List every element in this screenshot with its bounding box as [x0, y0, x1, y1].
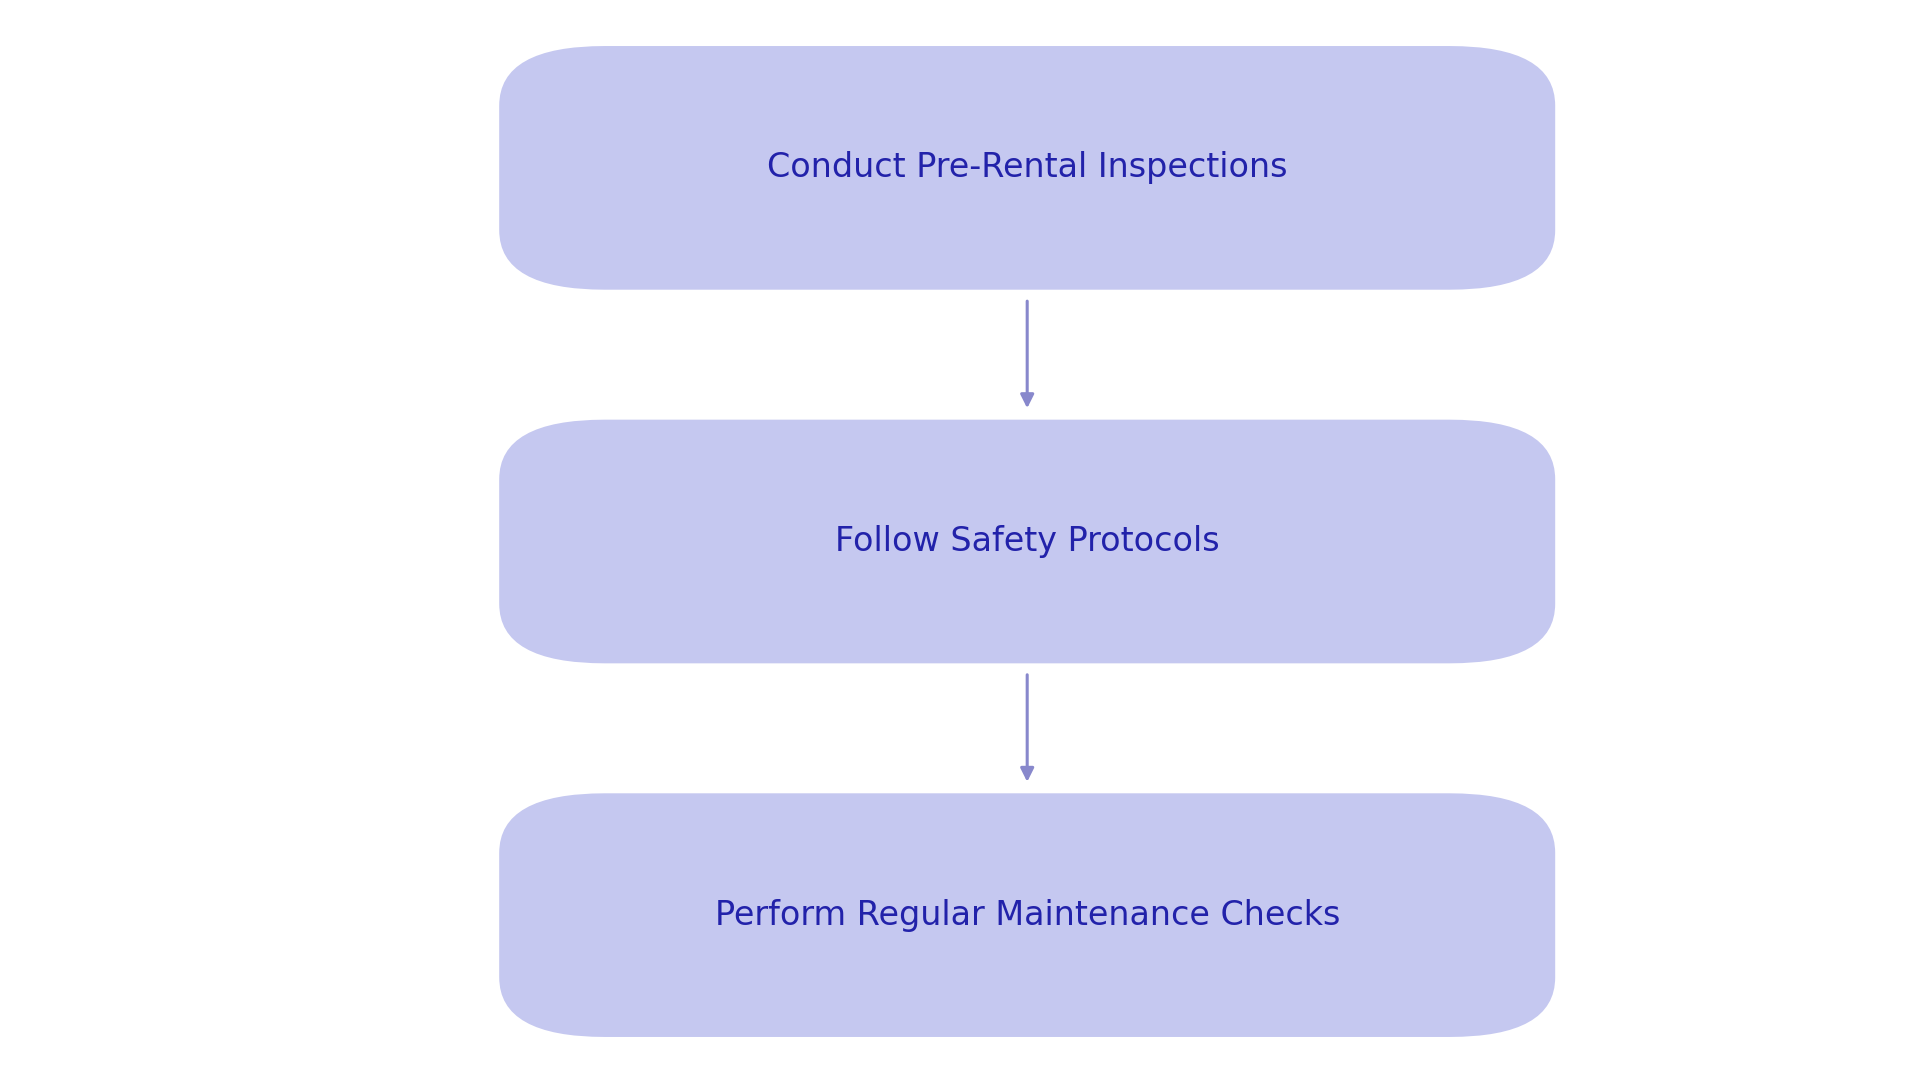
- Text: Conduct Pre-Rental Inspections: Conduct Pre-Rental Inspections: [766, 152, 1288, 184]
- Text: Follow Safety Protocols: Follow Safety Protocols: [835, 525, 1219, 558]
- FancyBboxPatch shape: [499, 419, 1555, 663]
- FancyBboxPatch shape: [499, 793, 1555, 1038]
- FancyBboxPatch shape: [499, 47, 1555, 290]
- Text: Perform Regular Maintenance Checks: Perform Regular Maintenance Checks: [714, 899, 1340, 931]
